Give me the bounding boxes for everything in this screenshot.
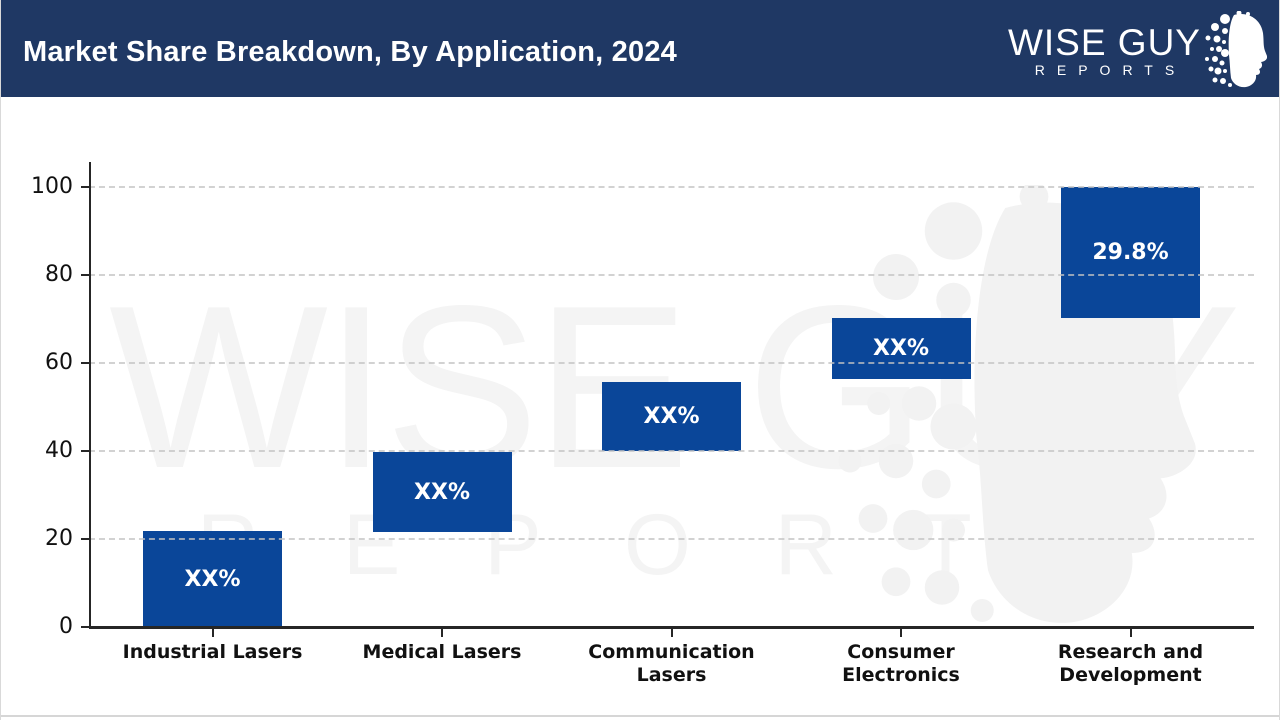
bar-value-label: XX% — [184, 566, 241, 592]
gridline-60 — [89, 361, 1254, 364]
y-tick-label: 60 — [45, 349, 73, 375]
gridline-20 — [89, 537, 1254, 540]
bar-value-label: 29.8% — [1092, 239, 1169, 265]
gridline-40 — [89, 449, 1254, 452]
y-tick-label: 20 — [45, 525, 73, 551]
page-title: Market Share Breakdown, By Application, … — [23, 36, 677, 68]
bar-value-label: XX% — [873, 336, 929, 362]
y-tick-label: 100 — [31, 173, 73, 199]
header-bar: Market Share Breakdown, By Application, … — [1, 0, 1279, 97]
dotted-face-icon — [1203, 11, 1267, 91]
x-category-label: Consumer Electronics — [842, 641, 960, 686]
x-axis-line — [89, 626, 1254, 629]
x-tick — [441, 629, 443, 637]
x-category-label: Medical Lasers — [362, 641, 522, 663]
gridline-100 — [89, 185, 1254, 188]
y-tick-label: 40 — [45, 437, 73, 463]
x-tick — [1129, 629, 1132, 637]
x-tick — [900, 629, 902, 637]
bar-value-label: XX% — [414, 479, 470, 505]
bar-communication-lasers: XX% — [602, 382, 741, 451]
bar-consumer-electronics: XX% — [831, 318, 971, 380]
bar-medical-lasers: XX% — [372, 452, 512, 533]
x-tick — [211, 629, 214, 637]
x-category-label: Research and Development — [1057, 641, 1204, 686]
x-category-label: Industrial Lasers — [122, 641, 303, 663]
x-tick — [670, 629, 673, 637]
y-tick-label: 0 — [59, 614, 73, 639]
y-tick — [81, 449, 89, 452]
y-tick — [81, 626, 89, 628]
gridline-80 — [89, 273, 1254, 276]
y-tick — [81, 361, 89, 364]
y-tick — [81, 537, 89, 540]
brand-subname: REPORTS — [1034, 61, 1187, 78]
y-axis-line — [89, 162, 91, 627]
brand-logo-text: WISE GUY REPORTS — [1007, 21, 1201, 78]
y-tick-label: 80 — [45, 261, 73, 287]
brand-logo: WISE GUY REPORTS — [1008, 7, 1267, 91]
y-tick — [81, 273, 89, 276]
bar-research-and-development: 29.8% — [1061, 186, 1200, 318]
x-category-label: Communication Lasers — [588, 641, 755, 686]
bar-value-label: XX% — [643, 403, 700, 429]
y-tick — [81, 185, 89, 188]
bottom-divider — [1, 715, 1279, 717]
brand-name: WISE GUY — [1007, 21, 1201, 63]
watermark-text-line2: R E P O R T S — [197, 497, 1142, 593]
bar-industrial-lasers: XX% — [143, 531, 282, 627]
